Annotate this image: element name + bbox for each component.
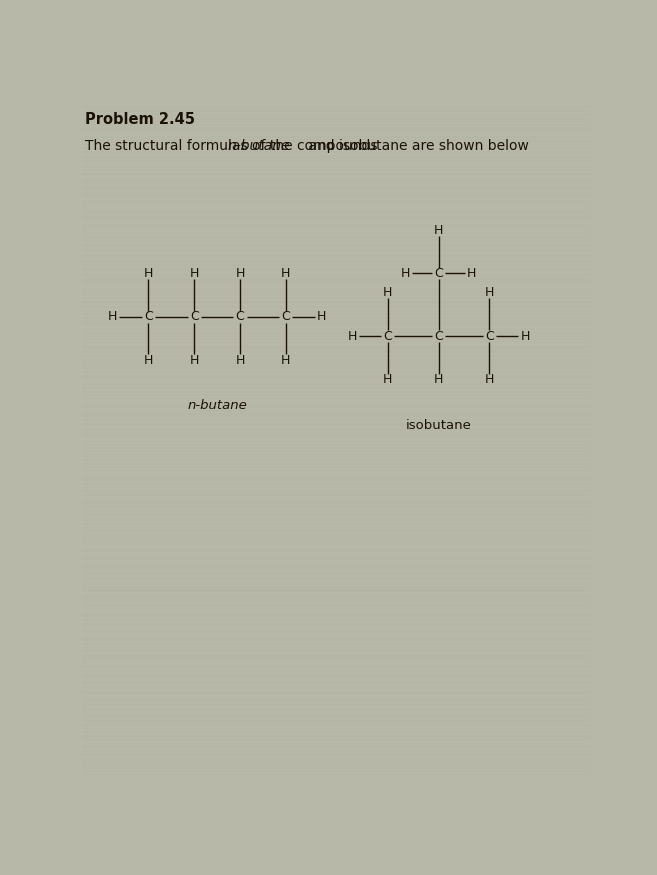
Text: H: H <box>144 354 153 367</box>
Text: n-butane: n-butane <box>187 399 247 412</box>
Text: H: H <box>485 373 494 386</box>
Text: C: C <box>190 311 198 323</box>
Text: C: C <box>383 330 392 342</box>
Text: H: H <box>520 330 530 342</box>
Text: C: C <box>434 330 443 342</box>
Text: C: C <box>281 311 290 323</box>
Text: C: C <box>485 330 494 342</box>
Text: C: C <box>434 267 443 280</box>
Text: C: C <box>144 311 152 323</box>
Text: H: H <box>189 267 199 280</box>
Text: H: H <box>383 286 392 299</box>
Text: H: H <box>317 311 326 323</box>
Text: and isobutane are shown below: and isobutane are shown below <box>304 139 528 153</box>
Text: H: H <box>108 311 118 323</box>
Text: H: H <box>189 354 199 367</box>
Text: H: H <box>485 286 494 299</box>
Text: H: H <box>235 267 244 280</box>
Text: H: H <box>144 267 153 280</box>
Text: H: H <box>235 354 244 367</box>
Text: C: C <box>236 311 244 323</box>
Text: H: H <box>383 373 392 386</box>
Text: H: H <box>467 267 476 280</box>
Text: H: H <box>281 267 290 280</box>
Text: The structural formulas of the compounds: The structural formulas of the compounds <box>85 139 382 153</box>
Text: H: H <box>348 330 357 342</box>
Text: H: H <box>434 224 443 236</box>
Text: Problem 2.45: Problem 2.45 <box>85 112 194 127</box>
Text: H: H <box>281 354 290 367</box>
Text: isobutane: isobutane <box>405 418 472 431</box>
Text: H: H <box>434 373 443 386</box>
Text: n-butane: n-butane <box>227 139 290 153</box>
Text: H: H <box>401 267 410 280</box>
